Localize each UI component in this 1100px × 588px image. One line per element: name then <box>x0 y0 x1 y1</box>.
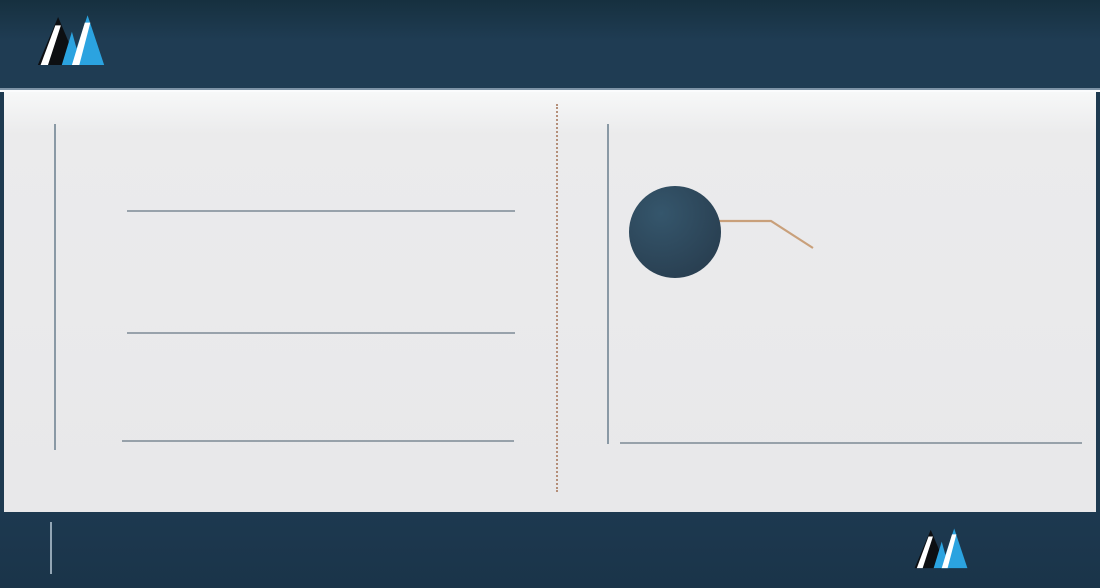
footer-separator <box>50 522 52 574</box>
chart-canvas <box>0 90 1100 512</box>
left-chart-y-axis <box>54 124 56 450</box>
ama-logo-icon <box>914 528 968 569</box>
right-chart-y-axis <box>607 124 609 444</box>
panel-divider <box>556 104 558 492</box>
left-chart-baseline <box>122 440 514 442</box>
left-bar-chart <box>152 138 482 438</box>
gridline-mid <box>127 332 515 334</box>
left-edge-strip <box>0 92 4 512</box>
ama-logo-icon <box>37 15 105 65</box>
gridline-top <box>127 210 515 212</box>
cagr-badge <box>629 186 721 278</box>
header-bar <box>0 0 1100 90</box>
right-chart-baseline <box>620 442 1082 444</box>
footer-bar <box>0 512 1100 588</box>
right-edge-strip <box>1096 92 1100 512</box>
